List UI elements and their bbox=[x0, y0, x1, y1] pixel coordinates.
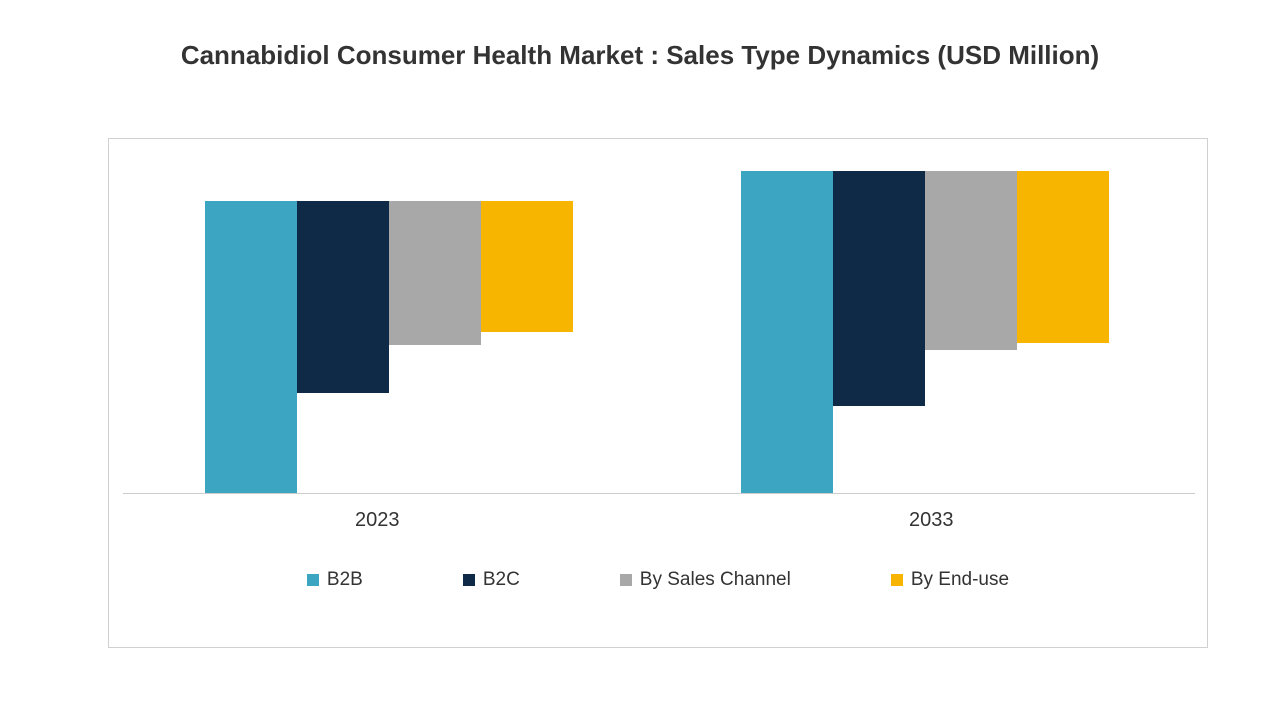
bar-by-end-use-2033 bbox=[1017, 171, 1109, 343]
bar-by-end-use-2023 bbox=[481, 201, 573, 332]
x-axis-label-2023: 2023 bbox=[355, 509, 400, 532]
bar-b2c-2023 bbox=[297, 201, 389, 393]
bar-by-sales-channel-2033 bbox=[925, 171, 1017, 350]
legend-label: B2C bbox=[483, 569, 520, 591]
chart-title: Cannabidiol Consumer Health Market : Sal… bbox=[0, 0, 1280, 71]
legend-item-by-end-use: By End-use bbox=[891, 569, 1009, 591]
bar-b2b-2033 bbox=[741, 171, 833, 493]
legend-swatch bbox=[307, 574, 319, 586]
legend-label: B2B bbox=[327, 569, 363, 591]
legend-swatch bbox=[463, 574, 475, 586]
bar-b2c-2033 bbox=[833, 171, 925, 406]
bar-group-2033 bbox=[741, 171, 1109, 493]
legend-item-b2c: B2C bbox=[463, 569, 520, 591]
chart-container: 2023 2033 B2B B2C By Sales Channel By End-us… bbox=[108, 138, 1208, 648]
x-axis-label-2033: 2033 bbox=[909, 509, 954, 532]
bar-by-sales-channel-2023 bbox=[389, 201, 481, 345]
legend: B2B B2C By Sales Channel By End-use bbox=[109, 569, 1207, 591]
legend-label: By Sales Channel bbox=[640, 569, 791, 591]
bar-group-2023 bbox=[205, 201, 573, 493]
legend-label: By End-use bbox=[911, 569, 1009, 591]
plot-area bbox=[123, 169, 1195, 494]
legend-swatch bbox=[891, 574, 903, 586]
legend-swatch bbox=[620, 574, 632, 586]
bar-b2b-2023 bbox=[205, 201, 297, 493]
legend-item-by-sales-channel: By Sales Channel bbox=[620, 569, 791, 591]
legend-item-b2b: B2B bbox=[307, 569, 363, 591]
